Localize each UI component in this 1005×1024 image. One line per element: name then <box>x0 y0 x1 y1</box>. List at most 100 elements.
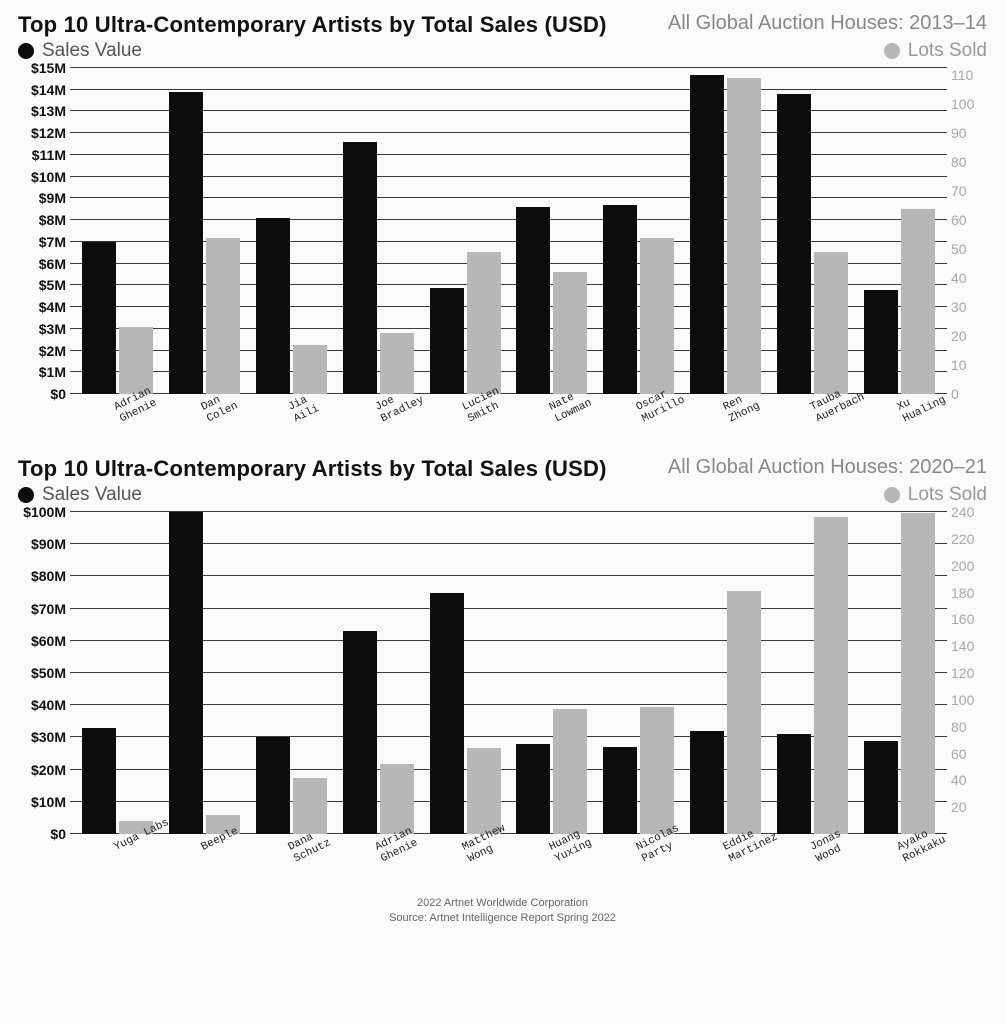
bar-group: Jia Aili <box>248 68 335 394</box>
bar-sales <box>777 734 811 834</box>
y-axis-right-label: 240 <box>951 505 981 519</box>
y-axis-left-label: $0 <box>22 387 66 401</box>
legend-dot-icon <box>18 43 34 59</box>
footer-line: 2022 Artnet Worldwide Corporation <box>18 896 987 911</box>
chart-block: Top 10 Ultra-Contemporary Artists by Tot… <box>18 456 987 834</box>
y-axis-right-label: 100 <box>951 693 981 707</box>
bar-group: Xu Hualing <box>856 68 943 394</box>
y-axis-right-label: 160 <box>951 612 981 626</box>
bar-sales <box>430 593 464 835</box>
bar-group: Eddie Martinez <box>682 512 769 834</box>
bar-lots <box>640 238 674 394</box>
x-axis-label: Jonas Wood <box>808 828 849 865</box>
bar-sales <box>603 747 637 834</box>
y-axis-left-label: $2M <box>22 344 66 358</box>
y-axis-left-label: $100M <box>22 505 66 519</box>
y-axis-left-label: $10M <box>22 795 66 809</box>
chart-footer: 2022 Artnet Worldwide CorporationSource:… <box>18 896 987 926</box>
y-axis-left-label: $11M <box>22 148 66 162</box>
bar-sales <box>343 631 377 834</box>
bar-lots <box>553 272 587 394</box>
y-axis-left-label: $10M <box>22 170 66 184</box>
y-axis-right-label: 50 <box>951 242 981 256</box>
y-axis-right-label: 100 <box>951 97 981 111</box>
x-axis-label: Dan Colen <box>200 388 241 425</box>
y-axis-left-label: $40M <box>22 698 66 712</box>
chart-block: Top 10 Ultra-Contemporary Artists by Tot… <box>18 12 987 394</box>
bar-group: Dan Colen <box>161 68 248 394</box>
legend-lots-sold: Lots Sold <box>884 484 987 506</box>
bar-lots <box>553 709 587 834</box>
footer-line: Source: Artnet Intelligence Report Sprin… <box>18 911 987 926</box>
y-axis-left-label: $3M <box>22 322 66 336</box>
bar-sales <box>82 242 116 394</box>
bar-sales <box>864 290 898 394</box>
bar-group: Jonas Wood <box>769 512 856 834</box>
bar-sales <box>777 94 811 394</box>
bar-lots <box>380 764 414 834</box>
bar-sales <box>82 728 116 834</box>
bar-lots <box>640 707 674 834</box>
y-axis-right-label: 40 <box>951 271 981 285</box>
chart-plot: $0$1M$2M$3M$4M$5M$6M$7M$8M$9M$10M$11M$12… <box>70 68 947 394</box>
bar-group: Adrian Ghenie <box>74 68 161 394</box>
bar-sales <box>603 205 637 394</box>
y-axis-left-label: $80M <box>22 569 66 583</box>
bar-sales <box>430 288 464 394</box>
legend-dot-icon <box>884 487 900 503</box>
bar-sales <box>256 737 290 834</box>
y-axis-right-label: 60 <box>951 213 981 227</box>
legend-dot-icon <box>884 43 900 59</box>
y-axis-left-label: $9M <box>22 191 66 205</box>
chart-subtitle: All Global Auction Houses: 2013–14 <box>668 12 987 35</box>
y-axis-left-label: $5M <box>22 278 66 292</box>
y-axis-left-label: $90M <box>22 537 66 551</box>
legend-label: Sales Value <box>42 40 142 62</box>
y-axis-left-label: $15M <box>22 61 66 75</box>
x-axis-label: Jia Aili <box>287 391 322 425</box>
legend-dot-icon <box>18 487 34 503</box>
y-axis-right-label: 10 <box>951 358 981 372</box>
bar-lots <box>727 78 761 394</box>
y-axis-right-label: 70 <box>951 184 981 198</box>
legend-lots-sold: Lots Sold <box>884 40 987 62</box>
y-axis-left-label: $0 <box>22 827 66 841</box>
bar-group: Nate Lowman <box>509 68 596 394</box>
legend-sales-value: Sales Value <box>18 484 142 506</box>
bar-group: Yuga Labs <box>74 512 161 834</box>
bar-group: Tauba Auerbach <box>769 68 856 394</box>
y-axis-left-label: $4M <box>22 300 66 314</box>
bar-group: Joe Bradley <box>335 68 422 394</box>
bar-lots <box>727 591 761 834</box>
y-axis-right-label: 0 <box>951 387 981 401</box>
y-axis-left-label: $50M <box>22 666 66 680</box>
legend-label: Lots Sold <box>908 484 987 506</box>
bar-sales <box>169 512 203 834</box>
legend-label: Lots Sold <box>908 40 987 62</box>
bar-lots <box>467 748 501 834</box>
chart-title: Top 10 Ultra-Contemporary Artists by Tot… <box>18 12 607 38</box>
y-axis-left-label: $14M <box>22 83 66 97</box>
bar-group: Lucien Smith <box>422 68 509 394</box>
y-axis-left-label: $60M <box>22 634 66 648</box>
y-axis-right-label: 200 <box>951 559 981 573</box>
bar-group: Ren Zhong <box>682 68 769 394</box>
y-axis-right-label: 20 <box>951 800 981 814</box>
chart-title: Top 10 Ultra-Contemporary Artists by Tot… <box>18 456 607 482</box>
bar-group: Dana Schutz <box>248 512 335 834</box>
bar-sales <box>256 218 290 394</box>
y-axis-left-label: $8M <box>22 213 66 227</box>
y-axis-right-label: 220 <box>951 532 981 546</box>
legend-label: Sales Value <box>42 484 142 506</box>
bar-group: Huang Yuxing <box>509 512 596 834</box>
y-axis-left-label: $13M <box>22 104 66 118</box>
y-axis-left-label: $20M <box>22 763 66 777</box>
bar-sales <box>690 731 724 834</box>
bar-lots <box>467 252 501 394</box>
bar-lots <box>814 252 848 394</box>
y-axis-left-label: $30M <box>22 730 66 744</box>
y-axis-right-label: 80 <box>951 155 981 169</box>
bar-sales <box>516 207 550 394</box>
y-axis-right-label: 90 <box>951 126 981 140</box>
y-axis-right-label: 30 <box>951 300 981 314</box>
